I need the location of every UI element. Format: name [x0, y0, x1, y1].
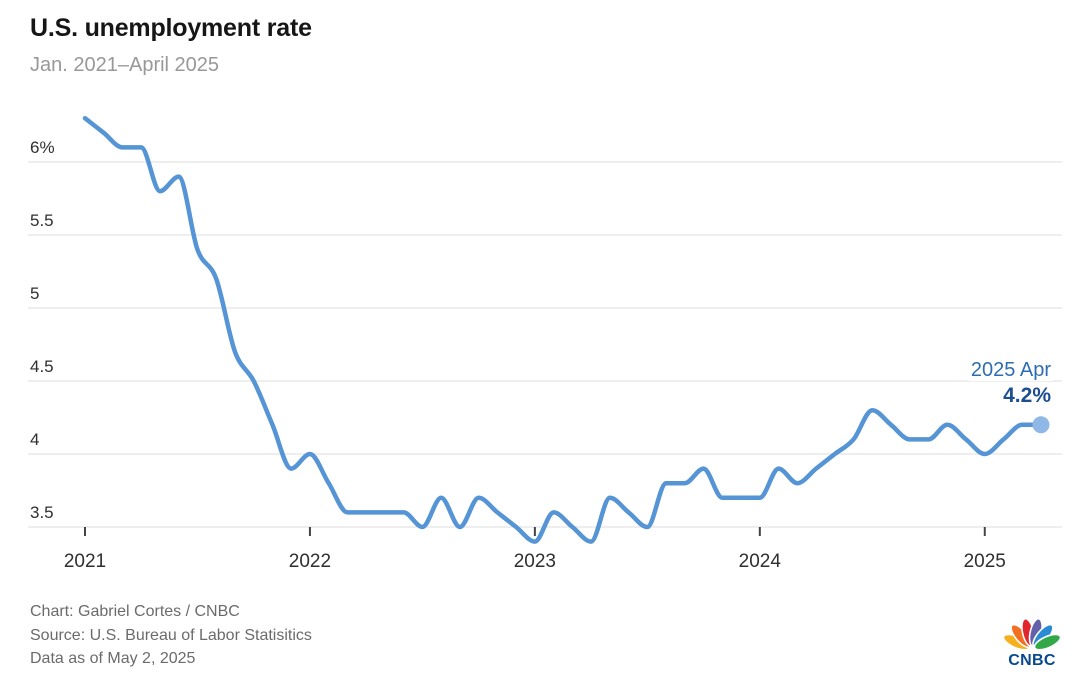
footer-credit: Chart: Gabriel Cortes / CNBC: [30, 603, 240, 620]
chart-title: U.S. unemployment rate: [30, 14, 312, 42]
annotation-date: 2025 Apr: [968, 359, 1053, 381]
x-axis-label: 2021: [64, 551, 106, 572]
cnbc-logo-text: CNBC: [1008, 652, 1056, 669]
y-axis-label: 5: [30, 284, 39, 303]
trend-line: [82, 115, 1044, 544]
y-axis-label: 5.5: [30, 211, 54, 230]
y-axis-label: 4.5: [30, 357, 54, 376]
endpoint-dot: [1032, 416, 1050, 434]
y-axis-label: 6%: [30, 138, 55, 157]
cnbc-logo: CNBC: [1000, 608, 1064, 670]
x-axis-label: 2023: [514, 551, 556, 572]
y-axis-label: 4: [30, 430, 39, 449]
annotation-value: 4.2%: [1001, 384, 1053, 407]
peacock-icon: CNBC: [1002, 617, 1062, 669]
endpoint-annotation: 2025 Apr 4.2%: [968, 359, 1053, 409]
y-axis-label: 3.5: [30, 503, 54, 522]
x-axis-label: 2022: [289, 551, 331, 572]
x-axis-label: 2024: [739, 551, 782, 572]
footer-source: Source: U.S. Bureau of Labor Statisitics: [30, 626, 312, 644]
x-axis-label: 2025: [964, 551, 1006, 572]
chart-subtitle: Jan. 2021–April 2025: [30, 54, 220, 76]
chart-footer: Chart: Gabriel Cortes / CNBC Source: U.S…: [30, 600, 312, 671]
footer-data-as-of: Data as of May 2, 2025: [30, 650, 196, 667]
peacock-feather: [1033, 633, 1062, 651]
